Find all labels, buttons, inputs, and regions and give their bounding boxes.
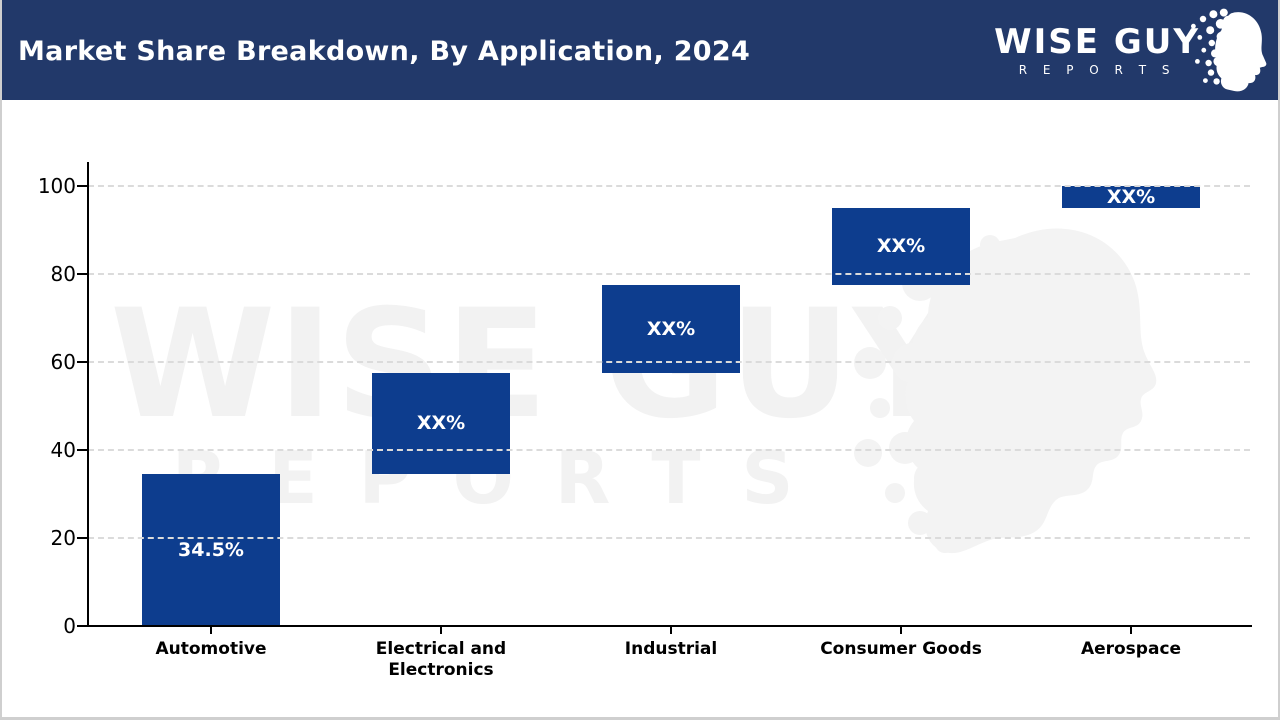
x-tick-mark-consumer-goods: [900, 627, 902, 634]
gridline-60: [88, 361, 1250, 363]
chart-title: Market Share Breakdown, By Application, …: [18, 36, 751, 67]
x-tick-mark-industrial: [670, 627, 672, 634]
bar-electrical-and-electronics: XX%: [372, 373, 510, 475]
x-category-label-automotive: Automotive: [155, 639, 267, 659]
y-tick-label-0: 0: [63, 614, 76, 638]
bar-automotive: 34.5%: [142, 474, 280, 626]
logo-wordmark: WISE GUY: [994, 22, 1200, 62]
logo-head-icon: [1191, 8, 1267, 92]
y-tick-mark-60: [77, 361, 87, 363]
header: Market Share Breakdown, By Application, …: [0, 0, 1280, 100]
bar-industrial: XX%: [602, 285, 740, 373]
y-tick-mark-40: [77, 449, 87, 451]
y-tick-mark-80: [77, 273, 87, 275]
gridline-40: [88, 449, 1250, 451]
y-tick-label-100: 100: [37, 174, 76, 198]
bar-value-label-electrical-and-electronics: XX%: [416, 412, 466, 435]
bar-value-label-aerospace: XX%: [1106, 185, 1156, 208]
x-tick-mark-automotive: [210, 627, 212, 634]
watermark-head-icon: [854, 228, 1157, 554]
logo-text: WISE GUY R E P O R T S: [994, 24, 1200, 78]
x-tick-mark-electrical-and-electronics: [440, 627, 442, 634]
gridline-80: [88, 273, 1250, 275]
wise-guy-reports-logo: WISE GUY R E P O R T S: [994, 6, 1268, 96]
bar-value-label-automotive: 34.5%: [178, 538, 244, 561]
gridline-100: [88, 185, 1250, 187]
y-tick-mark-0: [77, 625, 87, 627]
y-tick-label-40: 40: [50, 438, 76, 462]
bar-value-label-consumer-goods: XX%: [876, 235, 926, 257]
y-axis-line: [87, 162, 89, 627]
bar-consumer-goods: XX%: [832, 208, 970, 285]
x-category-label-industrial: Industrial: [624, 639, 718, 659]
x-tick-mark-aerospace: [1130, 627, 1132, 634]
y-tick-label-60: 60: [50, 350, 76, 374]
y-tick-label-80: 80: [50, 262, 76, 286]
x-axis-line: [86, 625, 1252, 627]
x-category-label-electrical-and-electronics: Electrical and Electronics: [375, 639, 507, 680]
y-tick-label-20: 20: [50, 526, 76, 550]
gridline-20: [88, 537, 1250, 539]
logo-subtitle: R E P O R T S: [1018, 63, 1176, 77]
y-tick-mark-20: [77, 537, 87, 539]
bar-aerospace: XX%: [1062, 186, 1200, 208]
watermark-wordmark: WISE GUY: [110, 278, 964, 452]
y-tick-mark-100: [77, 185, 87, 187]
x-category-label-consumer-goods: Consumer Goods: [820, 639, 982, 659]
x-category-label-aerospace: Aerospace: [1080, 639, 1182, 659]
bar-value-label-industrial: XX%: [646, 317, 696, 340]
